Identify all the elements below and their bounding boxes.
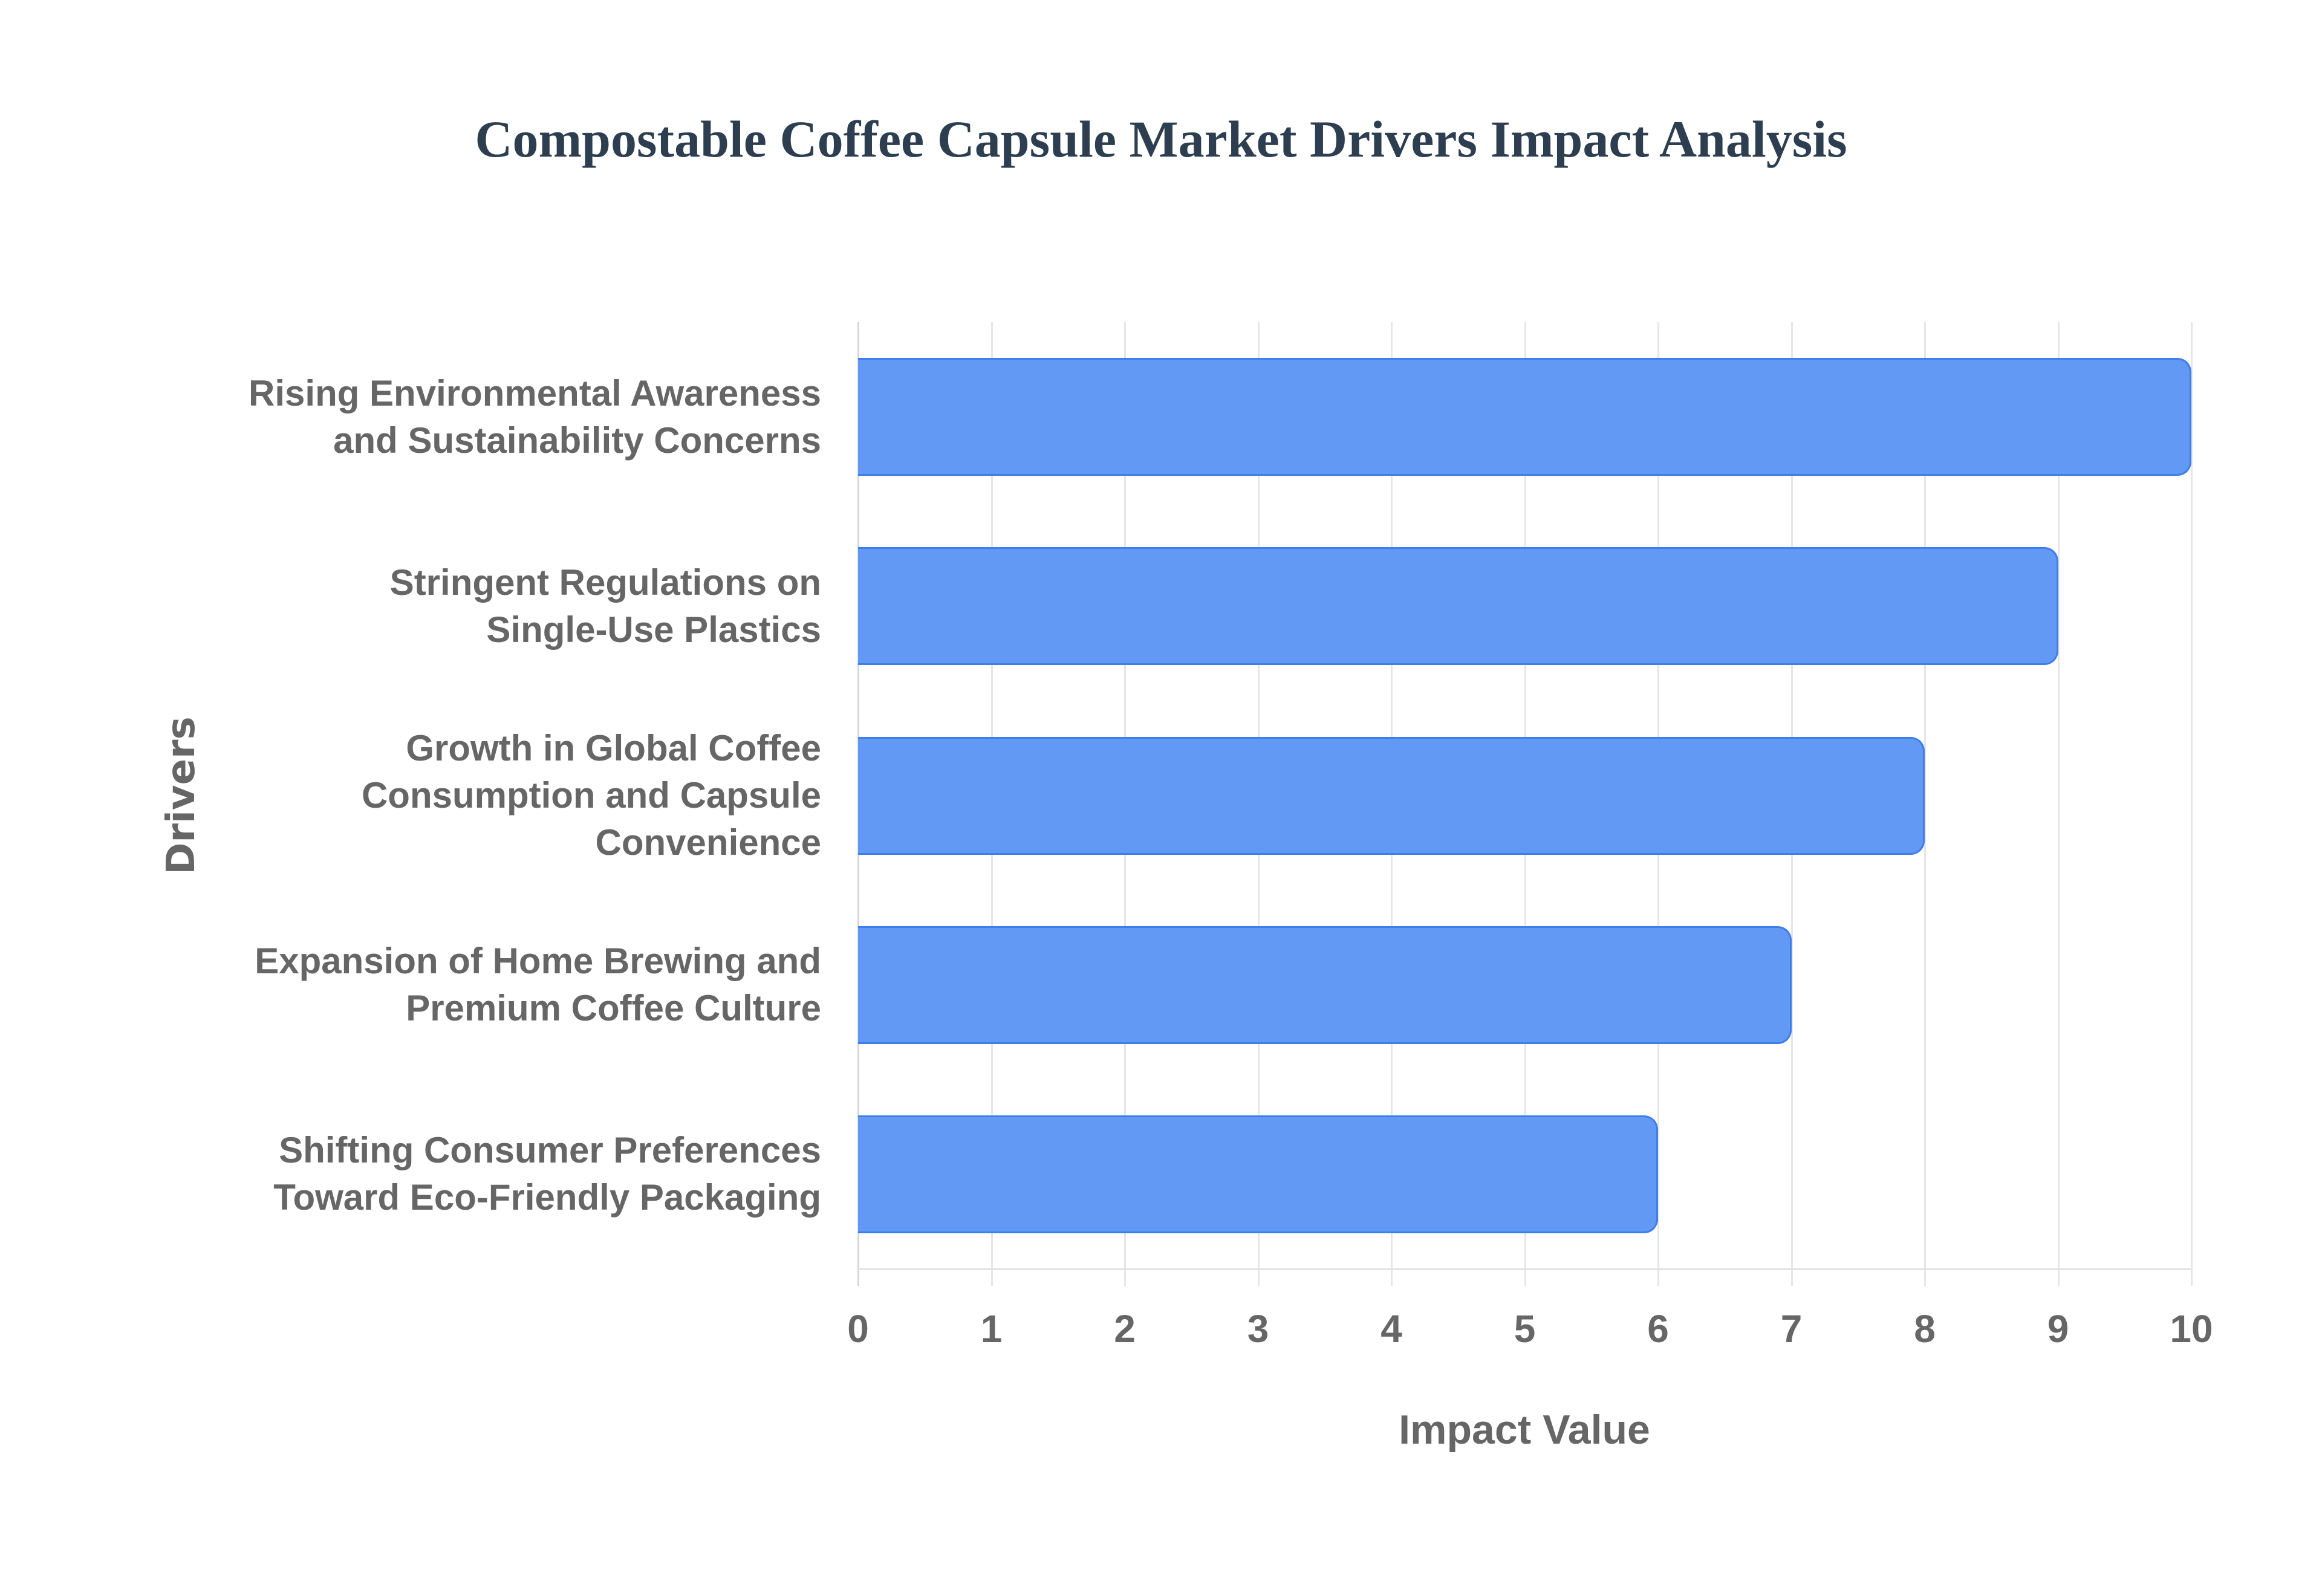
x-tick-label: 2: [1114, 1307, 1136, 1351]
category-label: Rising Environmental Awareness and Sustai…: [156, 326, 821, 508]
category-label: Expansion of Home Brewing and Premium Cof…: [156, 894, 821, 1075]
category-label: Growth in Global Coffee Consumption and C…: [156, 705, 821, 886]
x-tick-label: 8: [1914, 1307, 1936, 1351]
category-label-line: Premium Coffee Culture: [406, 988, 821, 1029]
chart-title: Compostable Coffee Capsule Market Driver…: [475, 110, 1847, 168]
bar[interactable]: [858, 547, 2058, 666]
category-label-line: Expansion of Home Brewing and: [255, 941, 821, 982]
x-tick-label: 6: [1647, 1307, 1669, 1351]
category-label-line: Growth in Global Coffee: [406, 728, 821, 768]
category-label-line: Shifting Consumer Preferences: [279, 1130, 821, 1171]
gridline: [2057, 322, 2060, 1286]
category-label: Shifting Consumer Preferences Toward Eco-…: [156, 1083, 821, 1265]
category-label-line: Consumption and Capsule: [361, 775, 821, 816]
category-label: Stringent Regulations on Single-Use Plast…: [156, 516, 821, 697]
bar[interactable]: [858, 926, 1792, 1044]
plot-area: [857, 322, 2193, 1286]
bar[interactable]: [858, 736, 1925, 855]
x-tick-label: 3: [1247, 1307, 1269, 1351]
category-label-line: Convenience: [595, 822, 821, 863]
gridline: [1924, 322, 1926, 1286]
x-tick-label: 1: [980, 1307, 1003, 1351]
category-label-line: Single-Use Plastics: [486, 609, 821, 650]
category-label-line: Toward Eco-Friendly Packaging: [273, 1177, 821, 1218]
x-axis-line: [858, 1268, 2191, 1270]
x-axis-title: Impact Value: [1399, 1407, 1650, 1453]
category-label-line: Stringent Regulations on: [389, 562, 821, 603]
x-tick-label: 4: [1381, 1307, 1402, 1351]
category-label-line: Rising Environmental Awareness: [249, 372, 821, 414]
bar[interactable]: [858, 1115, 1658, 1233]
x-tick-label: 9: [2047, 1307, 2069, 1351]
x-tick-label: 5: [1514, 1307, 1536, 1351]
gridline: [2191, 322, 2193, 1286]
bar[interactable]: [858, 358, 2191, 476]
category-label-line: and Sustainability Concerns: [333, 420, 821, 461]
x-tick-label: 0: [847, 1307, 869, 1351]
x-tick-label: 7: [1780, 1307, 1803, 1351]
x-tick-label: 10: [2170, 1307, 2213, 1351]
